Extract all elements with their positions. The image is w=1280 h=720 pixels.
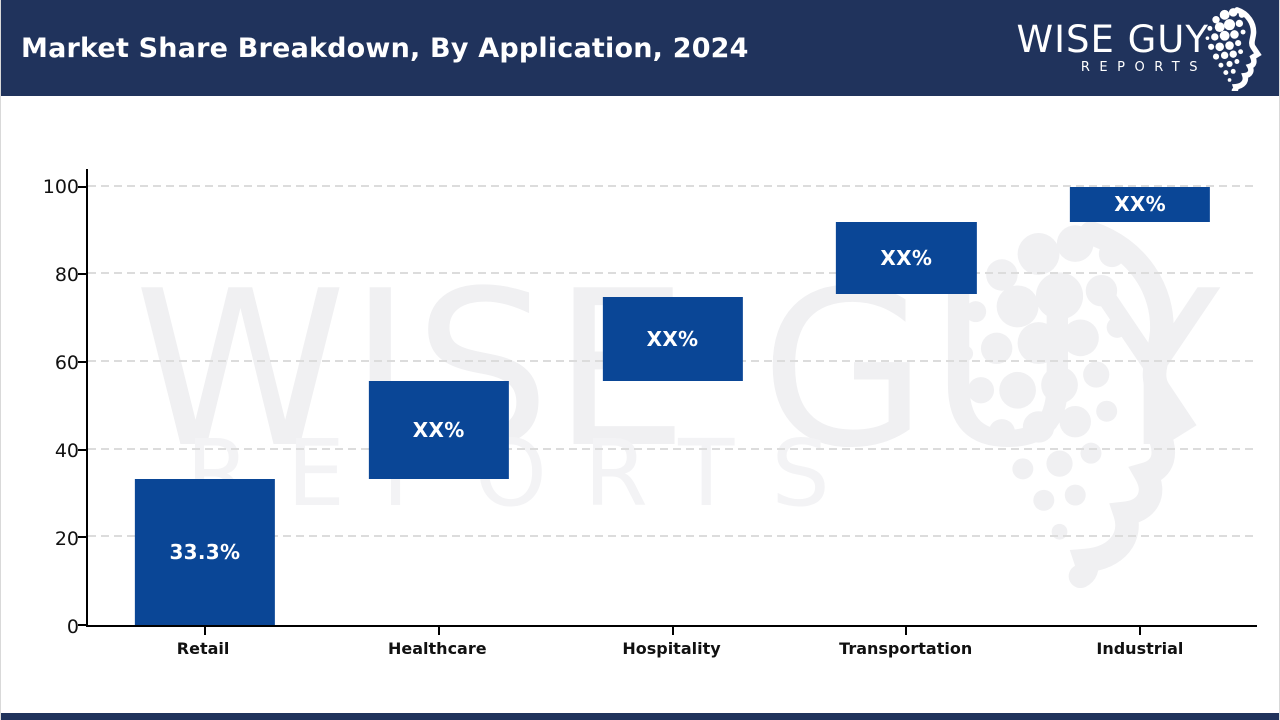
footer-bar — [1, 713, 1279, 720]
brand-name: WISE GUY — [1016, 17, 1209, 61]
y-tick-label: 40 — [54, 439, 79, 462]
bar-value-label: XX% — [412, 418, 465, 443]
x-category-label: Retail — [176, 639, 230, 658]
gridline — [88, 535, 1257, 538]
brand-logo: WISE GUY REPORTS — [1017, 5, 1269, 91]
bar-healthcare: XX% — [368, 381, 509, 479]
bar-value-label: 33.3% — [169, 540, 241, 564]
bar-hospitality: XX% — [602, 296, 743, 381]
x-category-label: Healthcare — [388, 639, 487, 658]
y-tick-label: 80 — [54, 263, 79, 286]
chart-title: Market Share Breakdown, By Application, … — [21, 32, 749, 64]
x-tick-mark — [905, 627, 908, 635]
y-tick-mark — [78, 624, 86, 626]
bar-value-label: XX% — [646, 326, 699, 351]
x-axis: Retail Healthcare Hospitality Transportatio… — [86, 639, 1257, 669]
x-tick-mark — [1139, 627, 1142, 635]
y-tick-label: 0 — [66, 616, 79, 638]
plot-area: 33.3% XX% XX% XX% XX% — [78, 169, 1257, 635]
x-tick-mark — [437, 627, 440, 635]
bar-retail: 33.3% — [134, 479, 276, 625]
y-tick-mark — [78, 185, 86, 188]
y-tick-mark — [78, 536, 86, 539]
x-category-label: Industrial — [1096, 639, 1184, 658]
bar-value-label: XX% — [880, 246, 933, 271]
bar-transportation: XX% — [836, 221, 977, 295]
bar-value-label: XX% — [1114, 192, 1166, 217]
gridline — [88, 447, 1257, 450]
y-axis: 0 20 40 60 80 100 — [1, 169, 79, 638]
x-tick-mark — [203, 627, 206, 635]
y-tick-mark — [78, 448, 86, 451]
y-tick-label: 20 — [54, 527, 79, 550]
brand-subtitle: REPORTS — [1080, 60, 1207, 76]
x-tick-mark — [671, 627, 674, 635]
y-tick-label: 60 — [54, 351, 79, 374]
y-tick-mark — [78, 273, 86, 276]
header-bar: Market Share Breakdown, By Application, … — [1, 0, 1279, 96]
gridline — [88, 184, 1257, 187]
gridline — [88, 272, 1257, 275]
y-tick-label: 100 — [42, 175, 79, 198]
x-category-label: Hospitality — [622, 639, 721, 658]
x-category-label: Transportation — [839, 639, 973, 658]
bar-industrial: XX% — [1069, 186, 1211, 223]
y-tick-mark — [78, 360, 86, 363]
